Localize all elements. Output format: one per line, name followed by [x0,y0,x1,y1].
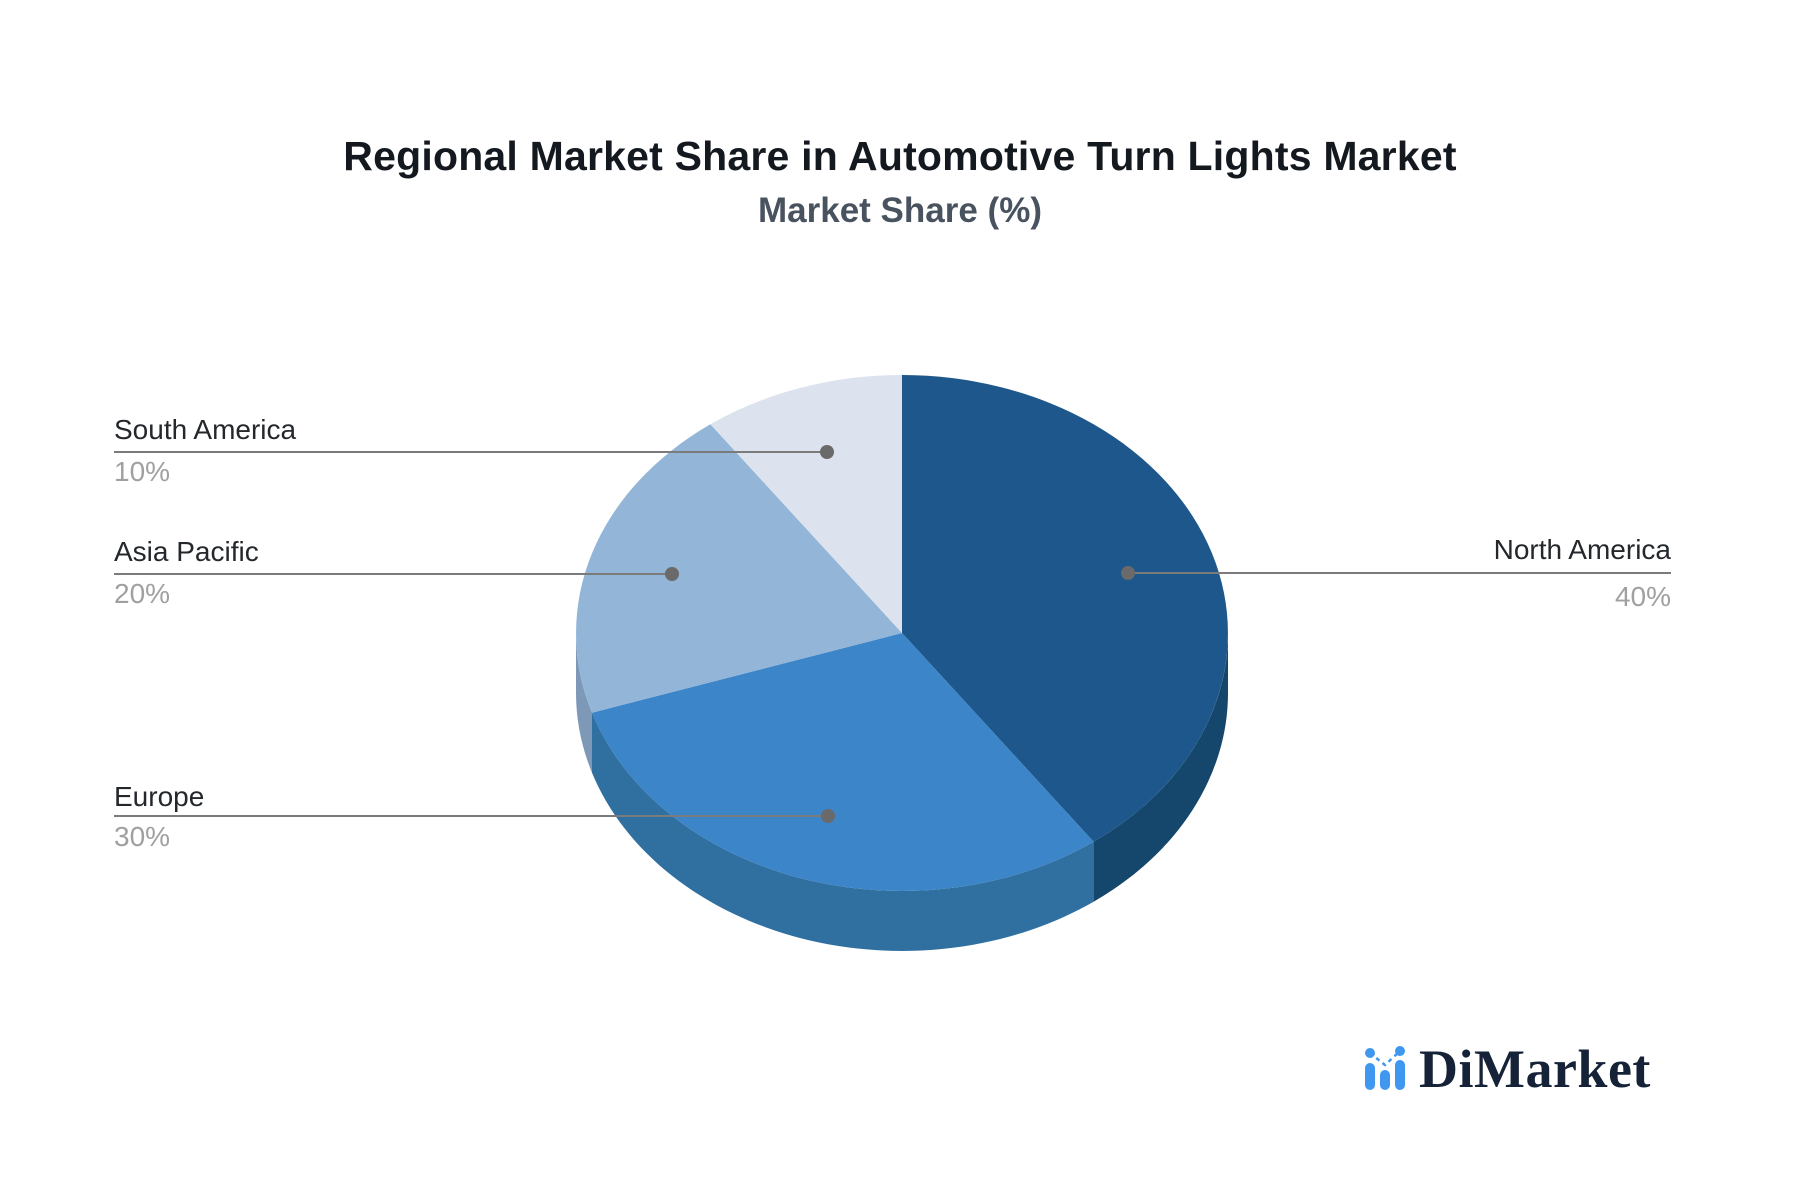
chart-title: Regional Market Share in Automotive Turn… [343,133,1457,179]
slice-value-asia-pacific: 20% [114,578,171,609]
bar-chart-logo-icon [1365,1046,1405,1090]
pie-slice-south-america[interactable] [710,375,902,633]
brand-logo-text: DiMarket [1419,1039,1651,1099]
leader-dot-north-america [1121,566,1135,580]
pie-slice-north-america[interactable] [902,375,1228,842]
slice-value-europe: 30% [114,821,171,852]
leader-dot-south-america [820,445,834,459]
pie-slice-europe-side [592,712,1094,951]
brand-logo: DiMarket [1362,1042,1651,1096]
slice-value-south-america: 10% [114,456,171,487]
slice-label-asia-pacific: Asia Pacific [114,536,259,567]
slice-label-south-america: South America [114,414,297,445]
slice-value-north-america: 40% [1614,581,1671,612]
leader-dot-asia-pacific [665,567,679,581]
pie-slice-asia-pacific-side [576,633,592,773]
chart-subtitle: Market Share (%) [758,191,1042,230]
slice-label-north-america: North America [1493,534,1671,565]
leader-dot-europe [821,809,835,823]
pie-slice-north-america-side [1093,633,1228,902]
slice-label-europe: Europe [114,781,205,812]
pie-slice-asia-pacific[interactable] [576,424,902,713]
pie-slice-europe[interactable] [592,633,1094,891]
